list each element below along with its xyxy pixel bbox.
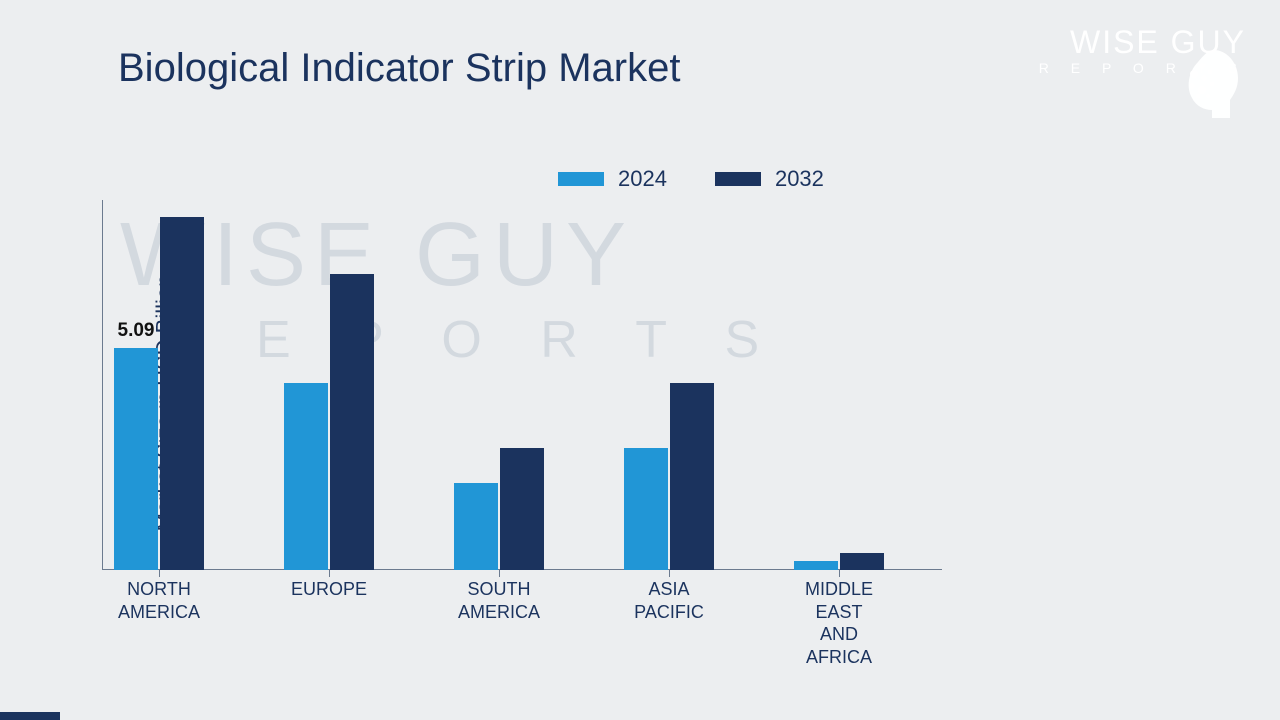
bar [794, 561, 838, 570]
legend-label-2024: 2024 [618, 166, 667, 192]
x-axis-label: MIDDLE EAST AND AFRICA [805, 578, 873, 668]
x-axis-label: ASIA PACIFIC [634, 578, 704, 623]
y-axis-line [102, 200, 103, 570]
bar [330, 274, 374, 570]
bar [284, 383, 328, 570]
legend-item-2032: 2032 [715, 166, 824, 192]
x-tick [329, 570, 330, 577]
x-tick [499, 570, 500, 577]
bar [454, 483, 498, 570]
footer-accent-bar [0, 712, 60, 720]
page-root: WISE GUY R E P O R T S Biological Indica… [0, 0, 1280, 720]
x-axis-label: EUROPE [291, 578, 367, 601]
bar [500, 448, 544, 570]
bar [670, 383, 714, 570]
bar [160, 217, 204, 570]
brand-head-icon [1156, 44, 1246, 134]
x-axis-label: SOUTH AMERICA [458, 578, 540, 623]
bar-value-label: 5.09 [118, 320, 155, 342]
chart-title: Biological Indicator Strip Market [118, 46, 680, 91]
bar-chart: 5.09 [102, 200, 942, 570]
legend-swatch-2032 [715, 172, 761, 186]
legend-item-2024: 2024 [558, 166, 667, 192]
bar [624, 448, 668, 570]
x-tick [839, 570, 840, 577]
legend-swatch-2024 [558, 172, 604, 186]
x-tick [159, 570, 160, 577]
x-axis-label: NORTH AMERICA [118, 578, 200, 623]
legend-label-2032: 2032 [775, 166, 824, 192]
bar [114, 348, 158, 570]
x-tick [669, 570, 670, 577]
bar [840, 553, 884, 570]
legend: 2024 2032 [558, 166, 824, 192]
brand-logo: WISE GUY R E P O R T S [1039, 26, 1246, 76]
